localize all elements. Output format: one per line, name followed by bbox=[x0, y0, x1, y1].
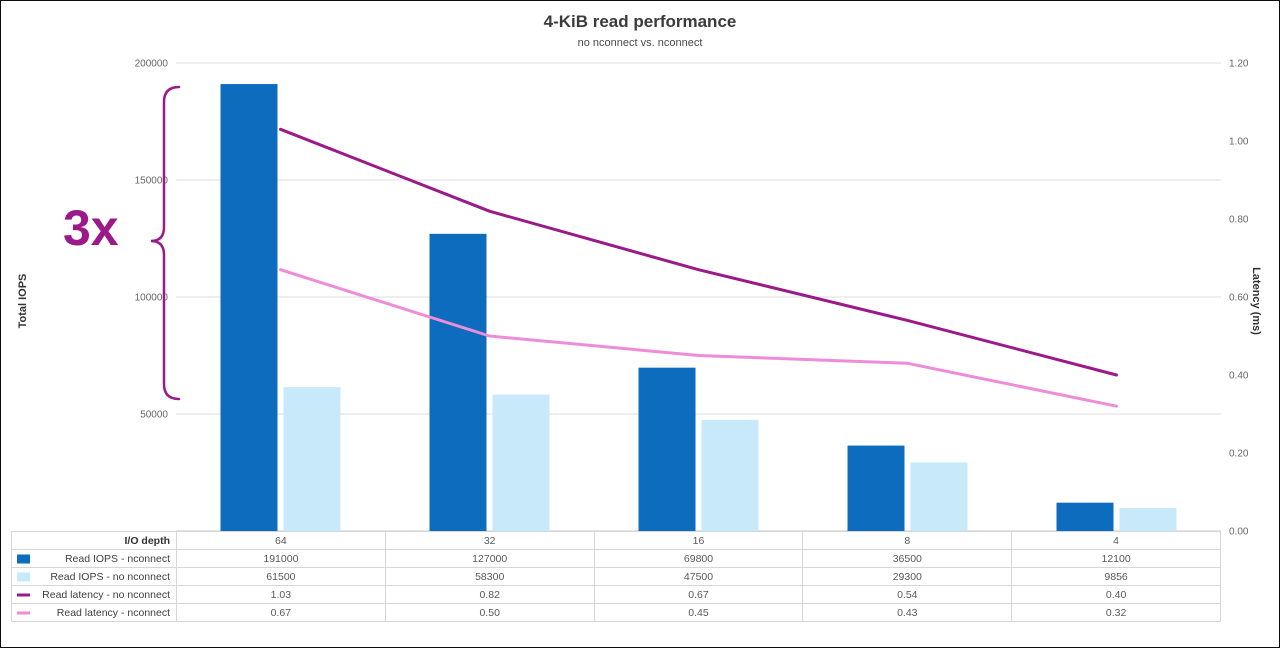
x-category-label: 32 bbox=[384, 531, 595, 550]
legend-swatch-line bbox=[17, 611, 30, 614]
table-cell: 0.40 bbox=[1011, 585, 1221, 604]
chart-subtitle: no nconnect vs. nconnect bbox=[577, 37, 703, 49]
bar-read-iops-nconnect bbox=[638, 367, 696, 531]
x-category-label: 16 bbox=[593, 531, 804, 550]
table-cell: 47500 bbox=[593, 567, 804, 586]
data-table: I/O depth 64 32 16 8 4 Read IOPS - nconnect 191… bbox=[11, 531, 1221, 622]
series-label: Read IOPS - no nconnect bbox=[50, 570, 170, 583]
table-cell: 29300 bbox=[802, 567, 1013, 586]
y-left-tick-label: 200000 bbox=[135, 59, 169, 70]
legend-swatch-line bbox=[17, 593, 30, 596]
brace-annotation bbox=[150, 85, 181, 401]
table-cell: 191000 bbox=[176, 549, 386, 568]
bar-read-iops-nconnect bbox=[847, 445, 905, 531]
y-left-tick-label: 100000 bbox=[135, 293, 169, 304]
table-row: Read latency - nconnect 0.67 0.50 0.45 0.43 0… bbox=[11, 603, 1221, 622]
table-row: Read IOPS - no nconnect 61500 58300 47500 29… bbox=[11, 567, 1221, 586]
bar-read-iops-no-nconnect bbox=[910, 462, 968, 531]
table-cell: 0.67 bbox=[176, 603, 386, 622]
series-label: Read latency - no nconnect bbox=[42, 588, 170, 601]
y-left-tick-label: 50000 bbox=[140, 410, 168, 421]
table-cell: 0.67 bbox=[593, 585, 804, 604]
table-cell: 69800 bbox=[593, 549, 804, 568]
table-cell: 0.45 bbox=[593, 603, 804, 622]
table-cell: 1.03 bbox=[176, 585, 386, 604]
table-row: Read IOPS - nconnect 191000 127000 69800 365… bbox=[11, 549, 1221, 568]
series-label-cell: Read IOPS - nconnect bbox=[11, 549, 177, 568]
y-right-tick-label: 0.60 bbox=[1229, 293, 1249, 304]
table-cell: 0.32 bbox=[1011, 603, 1221, 622]
x-axis-title: I/O depth bbox=[11, 531, 177, 550]
series-label-cell: Read IOPS - no nconnect bbox=[11, 567, 177, 586]
table-cell: 0.54 bbox=[802, 585, 1013, 604]
table-cell: 0.50 bbox=[384, 603, 595, 622]
y-right-tick-label: 0.20 bbox=[1229, 449, 1249, 460]
series-label: Read IOPS - nconnect bbox=[64, 552, 170, 565]
bar-read-iops-nconnect bbox=[429, 233, 487, 531]
x-category-label: 64 bbox=[176, 531, 386, 550]
bar-read-iops-no-nconnect bbox=[701, 419, 759, 531]
annotation-3x: 3x bbox=[63, 200, 119, 256]
line-read-latency-nconnect bbox=[279, 268, 1118, 408]
series-label: Read latency - nconnect bbox=[56, 606, 170, 619]
line-read-latency-no-nconnect bbox=[279, 127, 1118, 377]
x-category-label: 4 bbox=[1011, 531, 1221, 550]
table-cell: 58300 bbox=[384, 567, 595, 586]
series-label-cell: Read latency - no nconnect bbox=[11, 585, 177, 604]
y-left-tick-label: 150000 bbox=[135, 176, 169, 187]
table-row: Read latency - no nconnect 1.03 0.82 0.67 0.… bbox=[11, 585, 1221, 604]
y-right-tick-label: 1.20 bbox=[1229, 59, 1249, 70]
table-cell: 36500 bbox=[802, 549, 1013, 568]
table-cell: 127000 bbox=[384, 549, 595, 568]
bar-read-iops-no-nconnect bbox=[1119, 507, 1177, 531]
bar-read-iops-nconnect bbox=[220, 84, 278, 531]
y-right-tick-label: 0.40 bbox=[1229, 371, 1249, 382]
y-right-tick-label: 0.00 bbox=[1229, 527, 1249, 538]
table-header-row: I/O depth 64 32 16 8 4 bbox=[11, 531, 1221, 550]
table-cell: 12100 bbox=[1011, 549, 1221, 568]
bar-read-iops-no-nconnect bbox=[492, 394, 550, 531]
series-label-cell: Read latency - nconnect bbox=[11, 603, 177, 622]
table-cell: 0.82 bbox=[384, 585, 595, 604]
y-right-tick-label: 0.80 bbox=[1229, 215, 1249, 226]
bar-read-iops-no-nconnect bbox=[283, 387, 341, 531]
y-right-tick-label: 1.00 bbox=[1229, 137, 1249, 148]
table-cell: 61500 bbox=[176, 567, 386, 586]
legend-swatch-bar bbox=[17, 554, 30, 563]
x-category-label: 8 bbox=[802, 531, 1013, 550]
legend-swatch-bar bbox=[17, 572, 30, 581]
chart-title: 4-KiB read performance bbox=[543, 12, 737, 31]
table-cell: 0.43 bbox=[802, 603, 1013, 622]
table-cell: 9856 bbox=[1011, 567, 1221, 586]
bar-read-iops-nconnect bbox=[1056, 502, 1114, 531]
